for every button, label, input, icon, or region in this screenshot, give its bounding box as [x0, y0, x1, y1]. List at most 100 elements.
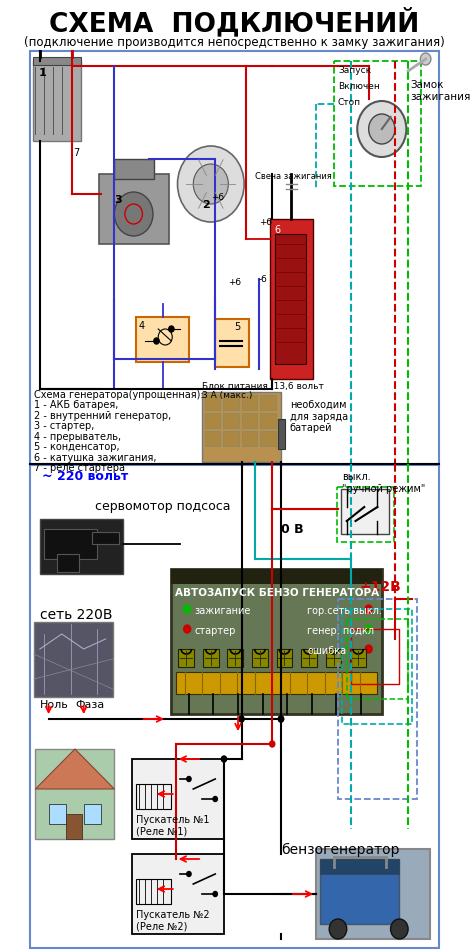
- Text: генер. подкл: генер. подкл: [307, 625, 374, 635]
- Bar: [172, 569, 382, 714]
- Text: АВТОЗАПУСК БЕНЗО ГЕНЕРАТОРА: АВТОЗАПУСК БЕНЗО ГЕНЕРАТОРА: [174, 587, 379, 597]
- Text: 3 - стартер,: 3 - стартер,: [34, 421, 94, 431]
- Circle shape: [391, 919, 408, 939]
- Bar: [205, 431, 220, 446]
- Circle shape: [221, 756, 227, 763]
- Circle shape: [420, 54, 431, 66]
- Bar: [350, 649, 366, 667]
- Bar: [342, 609, 412, 724]
- Bar: [223, 413, 239, 428]
- Text: Свеча зажигания: Свеча зажигания: [255, 171, 331, 181]
- Circle shape: [187, 872, 191, 877]
- Circle shape: [239, 716, 244, 723]
- Circle shape: [365, 605, 372, 613]
- Bar: [137, 318, 189, 363]
- Text: 6: 6: [274, 225, 280, 235]
- Bar: [271, 220, 312, 380]
- Bar: [114, 160, 154, 180]
- Circle shape: [357, 102, 406, 158]
- Bar: [242, 431, 257, 446]
- Bar: [40, 520, 123, 574]
- Bar: [260, 431, 276, 446]
- Text: ~ 220 вольт: ~ 220 вольт: [43, 469, 129, 483]
- Text: выкл.
"ручной режим": выкл. "ручной режим": [342, 471, 426, 493]
- Circle shape: [213, 797, 218, 802]
- Bar: [30, 52, 439, 465]
- Bar: [172, 569, 382, 585]
- Bar: [92, 532, 119, 545]
- Text: 6 - катушка зажигания,: 6 - катушка зажигания,: [34, 452, 156, 463]
- Text: 3 А (макс.): 3 А (макс.): [202, 390, 253, 400]
- Circle shape: [365, 625, 372, 633]
- Text: Блок питания  13,6 вольт: Блок питания 13,6 вольт: [202, 382, 324, 390]
- Text: +б: +б: [259, 218, 272, 227]
- Text: сервомотор подсоса: сервомотор подсоса: [95, 500, 230, 512]
- Bar: [301, 649, 317, 667]
- Text: зажигание: зажигание: [194, 605, 251, 615]
- Text: 5 - конденсатор,: 5 - конденсатор,: [34, 442, 119, 452]
- Bar: [228, 649, 243, 667]
- Bar: [260, 413, 276, 428]
- Text: 7 - реле стартера: 7 - реле стартера: [34, 463, 125, 473]
- Bar: [132, 854, 224, 934]
- Circle shape: [213, 892, 218, 897]
- Bar: [337, 487, 394, 543]
- Bar: [205, 396, 220, 410]
- Bar: [205, 413, 220, 428]
- Bar: [137, 784, 172, 809]
- Bar: [66, 814, 82, 839]
- Bar: [341, 489, 389, 534]
- Bar: [223, 396, 239, 410]
- Text: +б: +б: [211, 193, 224, 202]
- Bar: [351, 629, 399, 684]
- Text: Включен: Включен: [338, 82, 380, 90]
- Text: гор.сеть выкл.: гор.сеть выкл.: [307, 605, 382, 615]
- Bar: [84, 804, 101, 824]
- Bar: [132, 759, 224, 839]
- Circle shape: [177, 147, 244, 223]
- Text: Ноль: Ноль: [40, 700, 69, 709]
- Bar: [215, 320, 248, 367]
- Bar: [34, 623, 113, 697]
- Circle shape: [365, 645, 372, 653]
- Text: сеть 220В: сеть 220В: [40, 607, 112, 622]
- Text: 1: 1: [39, 68, 47, 78]
- Bar: [346, 620, 408, 700]
- Bar: [275, 235, 306, 365]
- Text: 2: 2: [202, 200, 210, 209]
- Text: 5: 5: [235, 322, 241, 331]
- Text: 3: 3: [114, 195, 122, 205]
- Circle shape: [369, 115, 395, 145]
- Circle shape: [187, 777, 191, 782]
- Bar: [316, 849, 430, 939]
- Bar: [320, 859, 399, 874]
- Circle shape: [183, 625, 191, 633]
- Text: 2 - внутренний генератор,: 2 - внутренний генератор,: [34, 410, 171, 421]
- Bar: [242, 396, 257, 410]
- Text: Замок
зажигания: Замок зажигания: [410, 80, 470, 102]
- Circle shape: [270, 742, 275, 747]
- Bar: [44, 529, 97, 560]
- Bar: [223, 431, 239, 446]
- Bar: [338, 600, 417, 799]
- Text: +б: +б: [228, 278, 241, 287]
- Bar: [33, 62, 81, 142]
- Bar: [260, 396, 276, 410]
- Circle shape: [114, 193, 153, 237]
- Circle shape: [169, 327, 174, 332]
- Bar: [242, 413, 257, 428]
- Bar: [176, 672, 377, 694]
- Circle shape: [183, 605, 191, 613]
- Text: +12В: +12В: [360, 580, 401, 593]
- Text: 7: 7: [73, 148, 80, 158]
- Polygon shape: [36, 749, 114, 789]
- Bar: [57, 554, 79, 572]
- Text: 4 - прерыватель,: 4 - прерыватель,: [34, 431, 121, 442]
- Text: 0 В: 0 В: [281, 523, 303, 535]
- Text: Пускатель №2
(Реле №2): Пускатель №2 (Реле №2): [137, 909, 210, 931]
- Text: 4: 4: [139, 321, 145, 330]
- Text: Пускатель №1
(Реле №1): Пускатель №1 (Реле №1): [137, 814, 210, 836]
- Bar: [33, 58, 81, 66]
- Bar: [99, 175, 169, 245]
- Bar: [203, 649, 219, 667]
